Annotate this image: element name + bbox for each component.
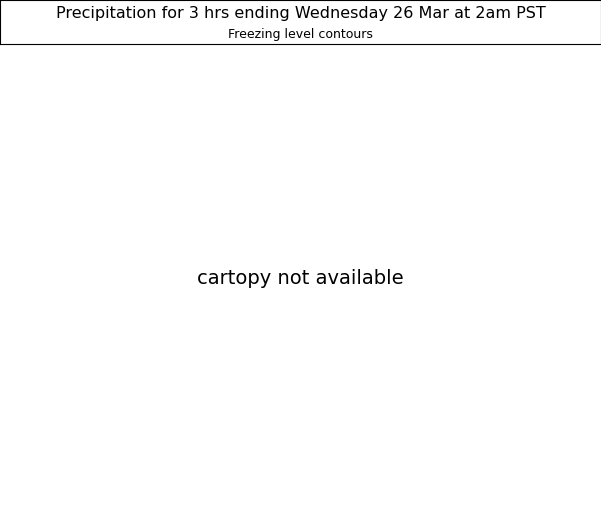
- Text: cartopy not available: cartopy not available: [197, 269, 404, 288]
- Text: Precipitation for 3 hrs ending Wednesday 26 Mar at 2am PST: Precipitation for 3 hrs ending Wednesday…: [56, 6, 545, 21]
- Text: Freezing level contours: Freezing level contours: [228, 28, 373, 42]
